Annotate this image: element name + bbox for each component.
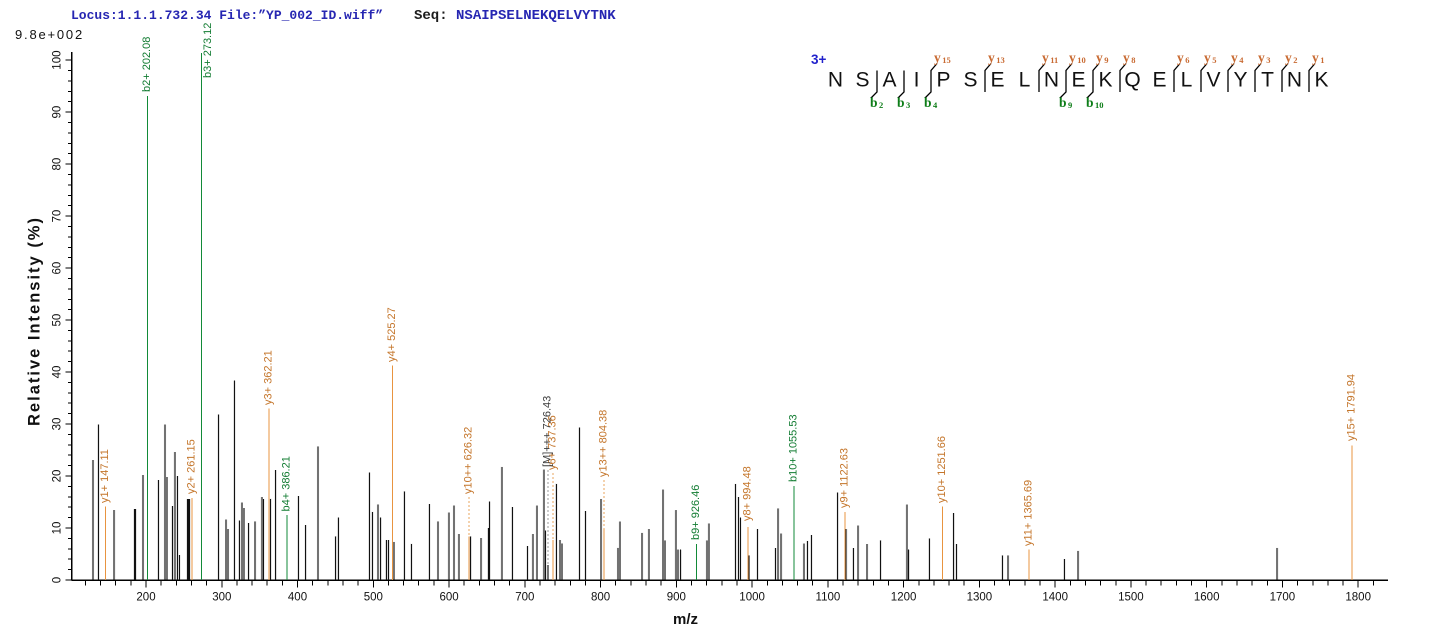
svg-text:b10+ 1055.53: b10+ 1055.53 [788,414,800,482]
svg-text:Y: Y [1233,69,1247,92]
svg-text:80: 80 [52,158,64,171]
svg-text:y8+ 994.48: y8+ 994.48 [741,466,753,521]
svg-text:K: K [1314,69,1328,92]
svg-text:500: 500 [364,592,383,604]
svg-text:1000: 1000 [739,592,765,604]
svg-text:[M]+++ 726.43: [M]+++ 726.43 [541,396,553,467]
svg-text:y15+ 1791.94: y15+ 1791.94 [1346,374,1358,441]
svg-text:700: 700 [515,592,534,604]
svg-text:20: 20 [52,470,64,483]
svg-text:y13++ 804.38: y13++ 804.38 [597,410,609,477]
svg-text:1200: 1200 [891,592,917,604]
svg-text:40: 40 [52,366,64,379]
svg-text:N: N [1044,69,1059,92]
svg-text:50: 50 [52,314,64,327]
svg-text:y3+ 362.21: y3+ 362.21 [262,350,274,405]
svg-text:1600: 1600 [1194,592,1220,604]
svg-text:A: A [882,69,896,92]
svg-text:L: L [1181,69,1193,92]
svg-text:Q: Q [1124,69,1140,92]
svg-text:y2+ 261.15: y2+ 261.15 [185,439,197,494]
svg-text:y6+ 737.36: y6+ 737.36 [547,415,559,470]
svg-text:E: E [1071,69,1085,92]
svg-text:1400: 1400 [1042,592,1068,604]
svg-text:900: 900 [667,592,686,604]
svg-text:y10++ 626.32: y10++ 626.32 [463,427,475,494]
svg-text:10: 10 [52,522,64,535]
svg-text:0: 0 [52,577,64,583]
svg-text:60: 60 [52,262,64,275]
svg-text:Seq: NSAIPSELNEKQELVYTNK: Seq: NSAIPSELNEKQELVYTNK [414,8,616,24]
svg-text:90: 90 [52,106,64,119]
svg-text:E: E [1152,69,1166,92]
svg-text:200: 200 [136,592,155,604]
svg-text:K: K [1098,69,1112,92]
svg-text:400: 400 [288,592,307,604]
svg-text:S: S [855,69,869,92]
svg-text:1800: 1800 [1345,592,1371,604]
svg-text:E: E [990,69,1004,92]
svg-text:T: T [1261,69,1274,92]
svg-text:y10+ 1251.66: y10+ 1251.66 [936,436,948,503]
svg-text:b4+ 386.21: b4+ 386.21 [281,456,293,511]
svg-text:1500: 1500 [1118,592,1144,604]
svg-text:800: 800 [591,592,610,604]
svg-text:L: L [1019,69,1031,92]
svg-text:y9+ 1122.63: y9+ 1122.63 [839,448,851,508]
svg-text:1100: 1100 [816,592,841,604]
svg-text:y1+ 147.11: y1+ 147.11 [99,449,111,503]
svg-text:9.8e+002: 9.8e+002 [15,27,84,42]
svg-text:1700: 1700 [1270,592,1296,604]
svg-text:1300: 1300 [967,592,993,604]
svg-text:N: N [828,69,843,92]
svg-text:100: 100 [52,51,64,70]
svg-text:Locus:1.1.1.732.34 File:”YP_00: Locus:1.1.1.732.34 File:”YP_002_ID.wiff” [71,8,383,23]
svg-text:y4+ 525.27: y4+ 525.27 [386,307,398,362]
svg-text:Relative Intensity (%): Relative Intensity (%) [26,216,44,426]
svg-text:600: 600 [440,592,459,604]
svg-text:N: N [1287,69,1302,92]
svg-text:y11+ 1365.69: y11+ 1365.69 [1023,480,1035,546]
svg-text:P: P [936,69,950,92]
svg-text:3+: 3+ [811,52,827,67]
svg-text:I: I [914,69,920,92]
svg-text:b3+ 273.12: b3+ 273.12 [202,23,214,78]
svg-text:70: 70 [52,210,64,223]
svg-text:b2+ 202.08: b2+ 202.08 [141,37,153,92]
svg-text:b9+ 926.46: b9+ 926.46 [690,485,702,540]
svg-text:V: V [1206,69,1220,92]
svg-text:300: 300 [212,592,231,604]
svg-text:m/z: m/z [673,611,698,628]
svg-text:30: 30 [52,418,64,431]
svg-text:S: S [963,69,977,92]
